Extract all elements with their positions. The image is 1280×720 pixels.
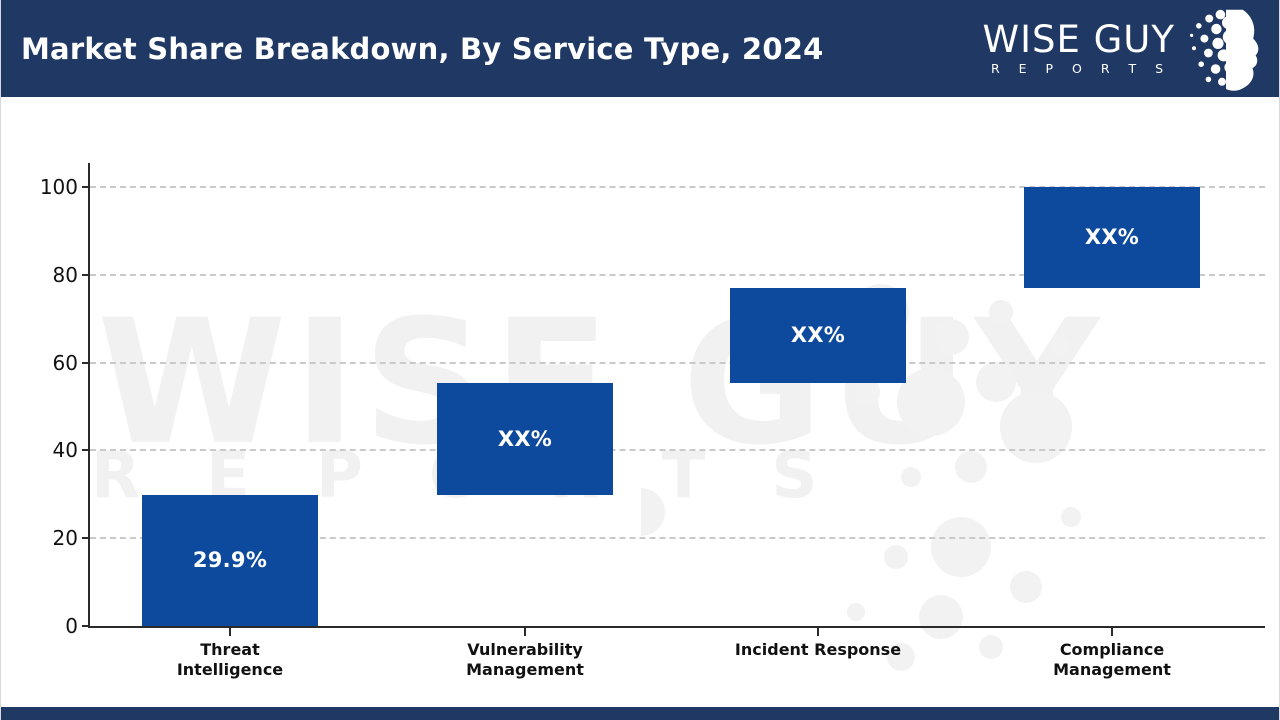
bar-value-label-incident-response: XX% xyxy=(790,323,846,348)
logo-head-icon xyxy=(1190,9,1259,91)
y-tick-0 xyxy=(82,625,90,627)
category-label-line: Management xyxy=(1053,660,1171,679)
y-tick-80 xyxy=(82,273,90,276)
y-tick-label-0: 0 xyxy=(65,614,78,638)
y-tick-label-20: 20 xyxy=(52,526,78,551)
bar-threat-intelligence: 29.9% xyxy=(142,494,318,626)
bar-vulnerability-management: XX% xyxy=(437,382,613,495)
category-label-vulnerability-management: Vulnerability Management xyxy=(405,640,645,680)
x-axis-line xyxy=(88,626,1265,628)
wiseguy-logo: WISE GUY R E P O R T S xyxy=(983,5,1265,93)
y-tick-40 xyxy=(82,449,90,452)
logo-wordmark: WISE GUY xyxy=(982,18,1175,61)
y-tick-100 xyxy=(82,186,90,188)
category-label-line: Threat xyxy=(200,640,260,659)
category-label-line: Management xyxy=(466,660,584,679)
category-label-line: Compliance xyxy=(1059,640,1165,659)
category-label-line: Incident Response xyxy=(734,640,902,659)
y-tick-60 xyxy=(82,361,90,364)
gridline-40 xyxy=(90,449,1265,452)
x-tick-incident-response xyxy=(817,628,819,636)
page-title: Market Share Breakdown, By Service Type,… xyxy=(21,31,824,66)
y-tick-label-40: 40 xyxy=(52,438,78,463)
logo-text: WISE GUY R E P O R T S xyxy=(983,21,1175,76)
bar-value-label-compliance-management: XX% xyxy=(1084,225,1140,250)
y-tick-label-100: 100 xyxy=(39,175,78,199)
y-axis-line xyxy=(88,163,90,628)
gridline-60 xyxy=(90,361,1265,364)
y-tick-label-80: 80 xyxy=(52,262,78,287)
gridline-80 xyxy=(90,273,1265,276)
x-tick-compliance-management xyxy=(1111,628,1113,636)
bar-compliance-management: XX% xyxy=(1024,187,1200,288)
gridline-100 xyxy=(90,186,1265,188)
bar-incident-response: XX% xyxy=(730,287,906,383)
category-label-compliance-management: Compliance Management xyxy=(992,640,1232,680)
x-tick-threat-intelligence xyxy=(229,628,231,636)
y-tick-label-60: 60 xyxy=(52,350,78,375)
bar-value-label-threat-intelligence: 29.9% xyxy=(192,548,268,573)
category-label-line: Intelligence xyxy=(176,660,284,679)
category-label-incident-response: Incident Response xyxy=(698,640,938,660)
header: Market Share Breakdown, By Service Type,… xyxy=(1,0,1279,97)
y-tick-20 xyxy=(82,537,90,540)
category-label-threat-intelligence: Threat Intelligence xyxy=(110,640,350,680)
gridline-20 xyxy=(90,537,1265,540)
x-tick-vulnerability-management xyxy=(524,628,526,636)
category-label-line: Vulnerability xyxy=(467,640,583,659)
logo-subtitle: R E P O R T S xyxy=(990,61,1171,76)
footer-bar xyxy=(1,707,1279,720)
bar-value-label-vulnerability-management: XX% xyxy=(497,426,553,451)
